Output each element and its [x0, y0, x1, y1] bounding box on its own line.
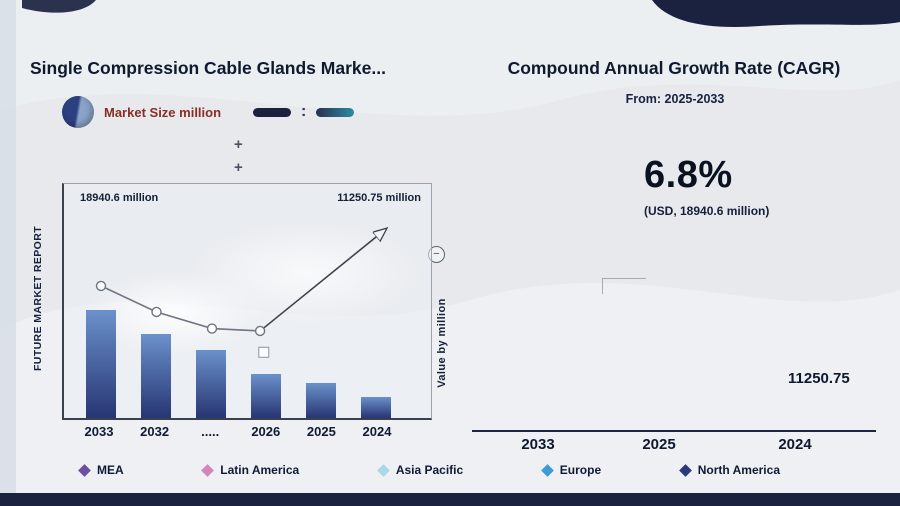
market-bar-1	[141, 333, 171, 418]
market-xlabel-1: 2032	[140, 424, 170, 439]
diamond-icon	[540, 463, 554, 477]
legend-item-north-america: North America	[678, 463, 780, 477]
watermark-future-market-report: FUTURE MARKET REPORT	[32, 225, 44, 372]
market-chart-bars	[64, 184, 431, 418]
plus-decor-icon: +	[234, 136, 243, 153]
legend-pill-teal-icon	[316, 107, 355, 117]
legend-item-label: North America	[697, 463, 780, 477]
legend-item-label: Latin America	[220, 463, 300, 477]
annotation-2024-value: 11250.75 million	[337, 192, 421, 204]
market-bar-0	[86, 310, 116, 418]
legend-separator: :	[301, 103, 307, 120]
diamond-icon	[201, 463, 215, 477]
annotation-2033-value: 18940.6 million	[80, 192, 159, 204]
step-line-decor	[602, 278, 646, 294]
market-xlabel-5: 2024	[362, 424, 392, 439]
cagr-axis-line	[472, 430, 876, 432]
trend-box-marker	[258, 346, 270, 358]
legend-sphere-icon	[62, 96, 94, 128]
y-axis-label: Value by million	[436, 298, 448, 388]
trend-marker-1	[151, 306, 162, 318]
market-xlabel-0: 2033	[84, 424, 114, 439]
legend-item-europe: Europe	[540, 463, 602, 477]
cagr-2024-value: 11250.75	[788, 370, 850, 387]
legend-item-label: Europe	[559, 463, 602, 477]
trend-marker-2	[206, 323, 218, 334]
cagr-title: Compound Annual Growth Rate (CAGR)	[507, 58, 841, 78]
trend-line-svg	[95, 184, 434, 358]
trend-marker-0	[95, 280, 107, 292]
region-legend: MEA Latin America Asia Pacific Europe North …	[78, 463, 780, 477]
footer-bar	[0, 493, 900, 506]
legend-item-latin-america: Latin America	[201, 463, 300, 477]
cagr-value: 6.8%	[644, 154, 733, 196]
cagr-xlabel-2025: 2025	[642, 436, 676, 453]
plus-decor-icon: +	[234, 159, 243, 176]
cagr-xlabel-2024: 2024	[778, 436, 812, 453]
trend-marker-3	[254, 325, 266, 337]
cagr-caption: (USD, 18940.6 million)	[644, 204, 770, 218]
left-chart-title: Single Compression Cable Glands Marke...	[30, 58, 386, 78]
legend-pill-dark-icon	[253, 107, 292, 117]
cagr-chart: 2033 2025 2024	[472, 160, 876, 453]
market-xlabel-2: .....	[201, 424, 220, 439]
market-bar-2	[196, 350, 226, 418]
legend-label: Market Size million	[104, 104, 222, 120]
legend-item-label: MEA	[97, 463, 124, 477]
legend-item-label: Asia Pacific	[395, 463, 464, 477]
market-bar-4	[306, 382, 336, 418]
legend-item-asia-pacific: Asia Pacific	[376, 463, 464, 477]
market-xlabel-3: 2026	[251, 424, 281, 439]
cagr-xlabel-2033: 2033	[521, 436, 555, 453]
market-chart-xlabels: 2033 2032..... 2026 2025 2024	[62, 424, 432, 439]
legend-item-mea: MEA	[78, 463, 124, 477]
market-size-chart: 18940.6 million 11250.75 million	[62, 183, 432, 420]
market-xlabel-4: 2025	[306, 424, 336, 439]
diamond-icon	[78, 463, 91, 477]
market-bar-5	[361, 396, 391, 418]
diamond-icon	[678, 463, 692, 477]
diamond-icon	[376, 463, 390, 477]
market-size-legend: Market Size million :	[62, 96, 355, 128]
market-bar-3	[251, 373, 281, 418]
cagr-subtitle: From: 2025-2033	[625, 92, 725, 106]
